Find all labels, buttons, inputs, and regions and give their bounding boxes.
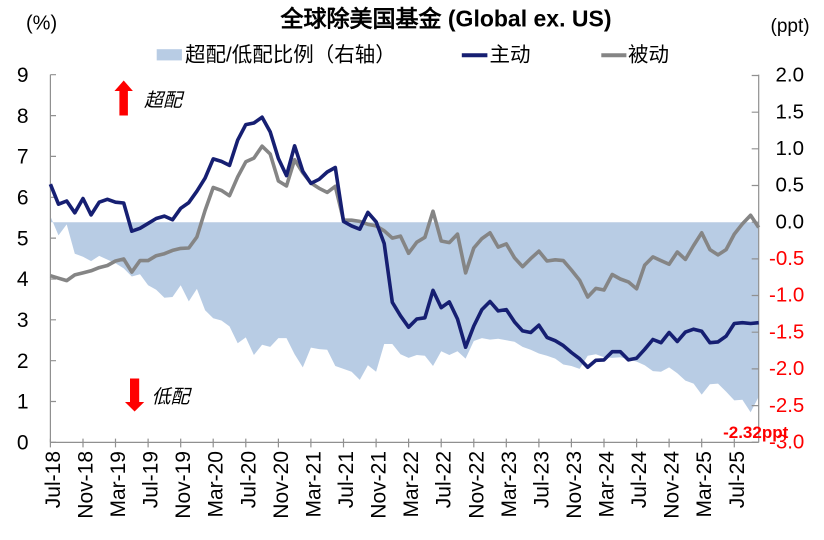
svg-text:-2.0: -2.0 — [769, 357, 804, 380]
svg-text:-1.5: -1.5 — [769, 320, 804, 343]
svg-text:5: 5 — [17, 227, 29, 250]
svg-text:3: 3 — [17, 309, 29, 332]
svg-text:0.5: 0.5 — [776, 174, 805, 197]
svg-text:0: 0 — [17, 432, 29, 455]
svg-text:Nov-24: Nov-24 — [661, 451, 684, 519]
svg-text:Jul-25: Jul-25 — [726, 451, 749, 508]
svg-text:2: 2 — [17, 350, 29, 373]
svg-text:超配/低配比例（右轴）: 超配/低配比例（右轴） — [185, 44, 396, 67]
svg-text:Mar-24: Mar-24 — [596, 451, 619, 518]
svg-text:Nov-23: Nov-23 — [563, 451, 586, 519]
svg-text:Mar-20: Mar-20 — [205, 451, 228, 518]
svg-text:1.5: 1.5 — [776, 100, 805, 123]
svg-text:Mar-23: Mar-23 — [498, 451, 521, 518]
svg-text:1: 1 — [17, 391, 29, 414]
svg-text:4: 4 — [17, 268, 29, 291]
svg-text:-1.0: -1.0 — [769, 284, 804, 307]
svg-text:0.0: 0.0 — [776, 210, 805, 233]
svg-text:(ppt): (ppt) — [771, 16, 810, 37]
svg-text:-3.0: -3.0 — [769, 430, 804, 453]
svg-text:主动: 主动 — [490, 44, 531, 67]
svg-text:被动: 被动 — [628, 44, 669, 67]
svg-text:Nov-18: Nov-18 — [75, 451, 98, 519]
svg-text:低配: 低配 — [152, 387, 193, 408]
svg-text:6: 6 — [17, 187, 29, 210]
svg-text:9: 9 — [17, 64, 29, 87]
svg-text:Nov-22: Nov-22 — [465, 451, 488, 519]
svg-text:全球除美国基金 (Global ex. US): 全球除美国基金 (Global ex. US) — [280, 6, 612, 32]
svg-text:Mar-21: Mar-21 — [302, 451, 325, 518]
svg-text:(%): (%) — [26, 13, 57, 35]
svg-text:Nov-20: Nov-20 — [270, 451, 293, 519]
svg-text:超配: 超配 — [144, 91, 185, 112]
svg-text:Mar-19: Mar-19 — [107, 451, 130, 518]
svg-text:Mar-22: Mar-22 — [400, 451, 423, 518]
svg-text:Mar-25: Mar-25 — [693, 451, 716, 518]
svg-text:-2.32ppt: -2.32ppt — [723, 423, 789, 442]
svg-text:Jul-19: Jul-19 — [140, 451, 163, 508]
svg-text:Jul-22: Jul-22 — [433, 451, 456, 508]
svg-text:Nov-21: Nov-21 — [368, 451, 391, 519]
svg-text:Jul-21: Jul-21 — [335, 451, 358, 508]
svg-text:1.0: 1.0 — [776, 137, 805, 160]
svg-text:Jul-23: Jul-23 — [530, 451, 553, 508]
svg-text:-2.5: -2.5 — [769, 394, 804, 417]
svg-text:Jul-18: Jul-18 — [42, 451, 65, 508]
svg-text:Nov-19: Nov-19 — [172, 451, 195, 519]
svg-text:7: 7 — [17, 146, 29, 169]
svg-text:8: 8 — [17, 105, 29, 128]
svg-text:-0.5: -0.5 — [769, 247, 804, 270]
svg-text:Jul-20: Jul-20 — [237, 451, 260, 508]
svg-text:Jul-24: Jul-24 — [628, 451, 651, 509]
svg-text:2.0: 2.0 — [776, 64, 805, 87]
